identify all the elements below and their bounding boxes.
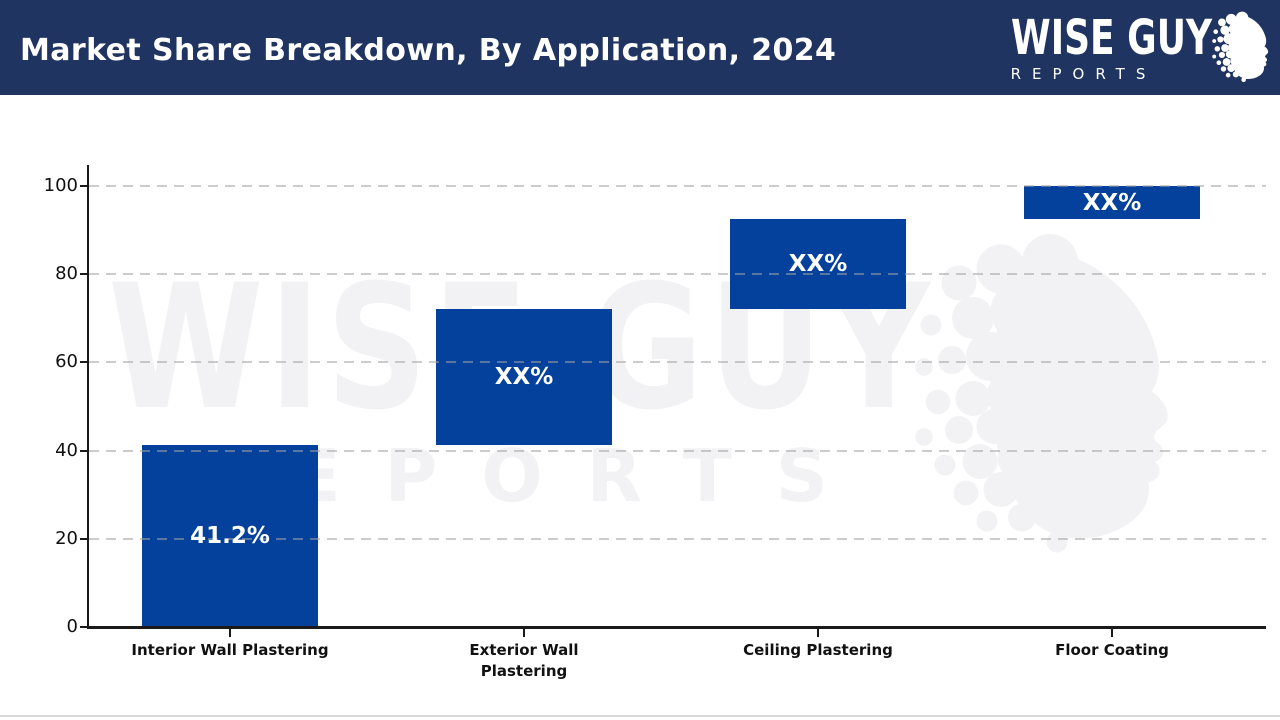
y-axis-tick-label: 80 (55, 263, 78, 285)
x-axis-category-label: Floor Coating (1055, 641, 1169, 659)
x-axis-category-label: Ceiling Plastering (743, 641, 893, 659)
bar-segment (436, 309, 612, 446)
y-gridline (89, 361, 1266, 364)
y-gridline (89, 449, 1266, 452)
logo-wordmark: WISE GUY (1010, 9, 1212, 66)
x-axis-line (87, 626, 1266, 629)
x-axis-category-label: Exterior Wall Plastering (469, 641, 579, 680)
y-axis-tick-label: 100 (43, 175, 78, 196)
y-gridline (89, 273, 1266, 276)
bar-value-label: XX% (788, 251, 848, 278)
chart-title: Market Share Breakdown, By Application, … (20, 33, 837, 68)
x-axis-tick (229, 629, 231, 637)
bar-segment (730, 219, 906, 310)
y-axis-tick (80, 185, 88, 187)
y-axis-tick (80, 537, 88, 540)
y-axis-tick (80, 273, 88, 276)
bottom-rule (0, 715, 1280, 717)
y-axis-tick (80, 449, 88, 452)
bar-value-label: XX% (1082, 189, 1142, 216)
y-axis-line (87, 165, 89, 627)
y-axis-tick (80, 626, 88, 628)
y-gridline (89, 185, 1266, 187)
y-axis-tick-label: 40 (55, 439, 78, 461)
y-gridline (89, 537, 1266, 540)
brand-logo: WISE GUY REPORTS (944, 4, 1270, 92)
x-axis-tick (1111, 629, 1113, 637)
x-axis-tick (523, 629, 525, 637)
x-axis-category-label: Interior Wall Plastering (131, 641, 329, 659)
logo-subtext: REPORTS (1010, 64, 1157, 83)
brand-logo-text: WISE GUY REPORTS (944, 14, 1212, 83)
bar-segment (1024, 186, 1200, 220)
header: Market Share Breakdown, By Application, … (0, 0, 1280, 95)
y-axis-tick-label: 60 (55, 351, 78, 373)
y-axis-tick-label: 0 (66, 616, 78, 637)
y-axis-tick-label: 20 (55, 527, 78, 549)
bar-segment (142, 445, 318, 627)
bar-value-label: XX% (494, 364, 554, 391)
y-axis-tick (80, 361, 88, 364)
x-axis-tick (817, 629, 819, 637)
bar-value-label: 41.2% (190, 523, 270, 550)
